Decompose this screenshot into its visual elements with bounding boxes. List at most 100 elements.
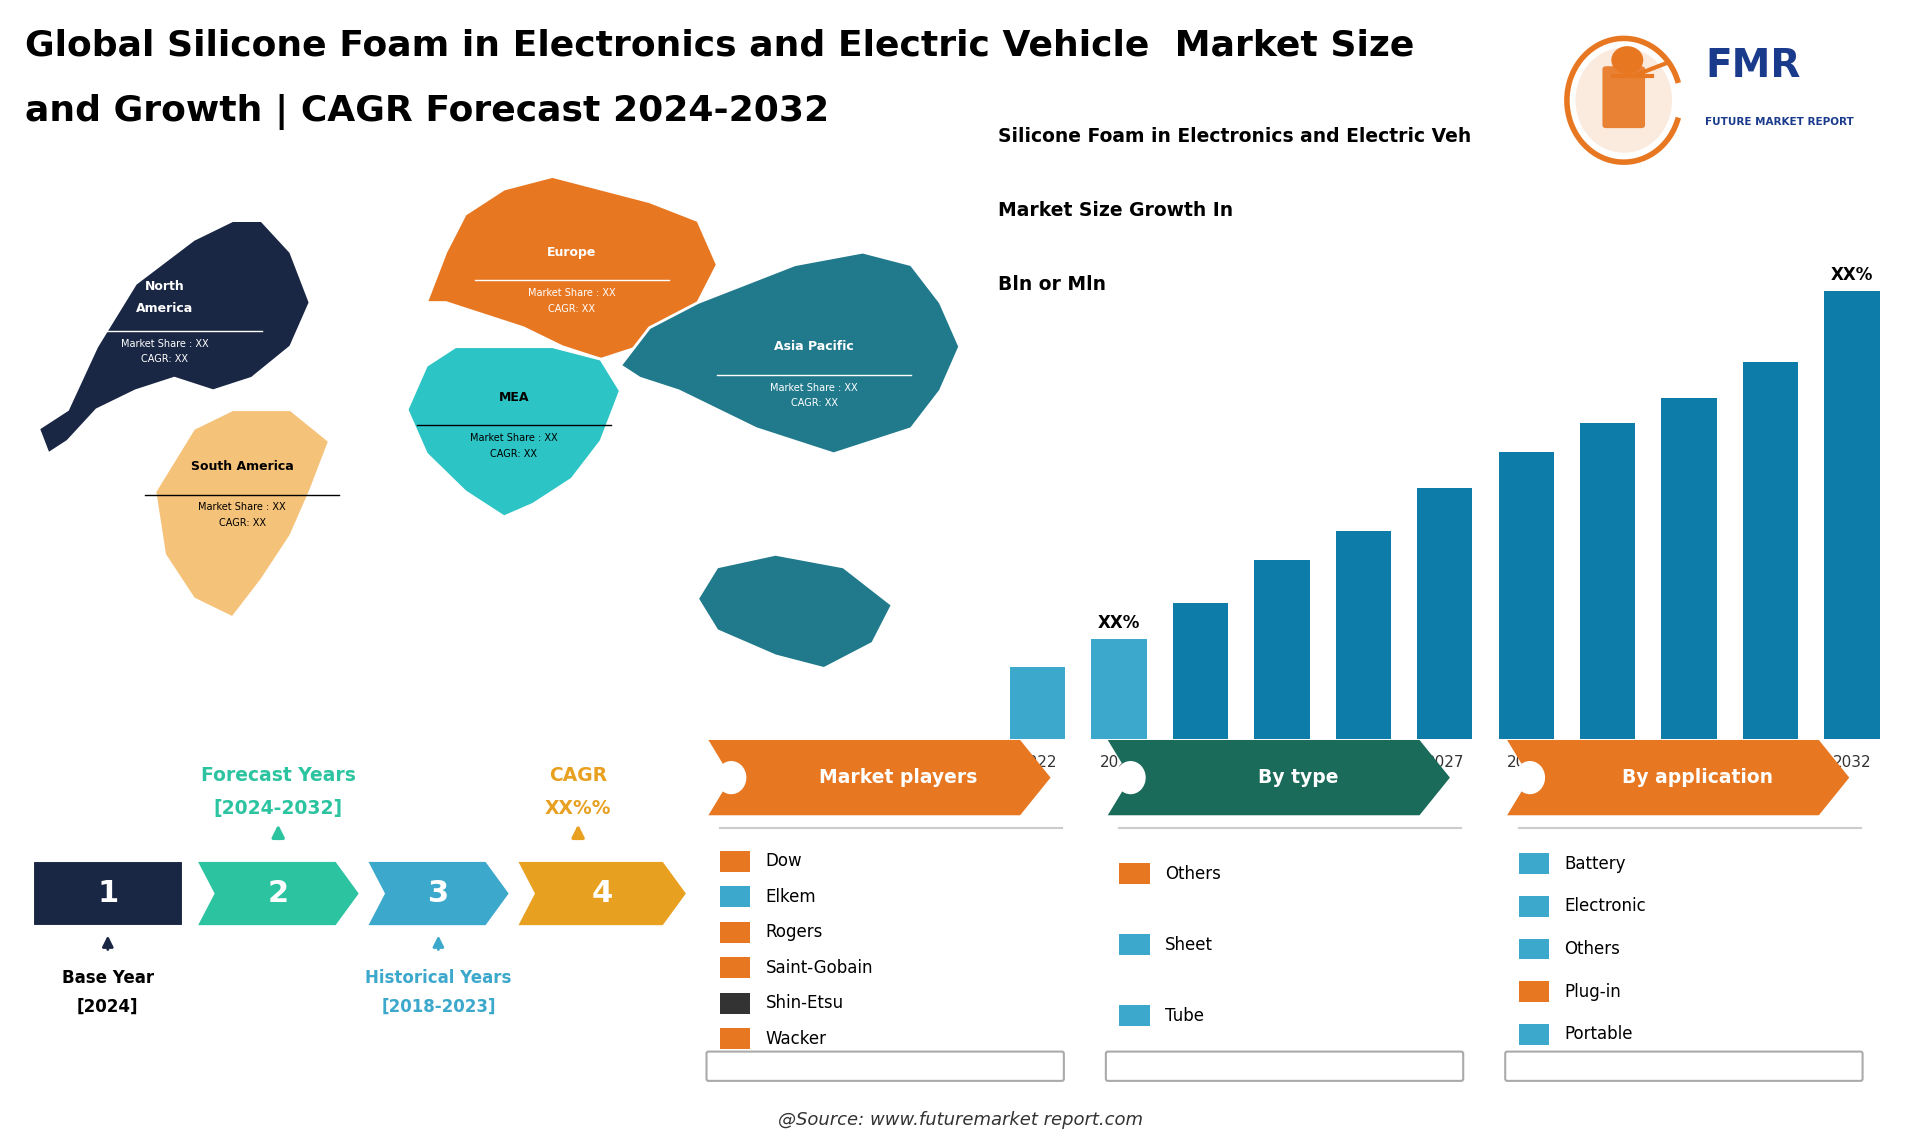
Text: Bln or Mln: Bln or Mln xyxy=(998,275,1106,295)
Text: CAGR: XX: CAGR: XX xyxy=(791,399,837,408)
Polygon shape xyxy=(708,740,1050,815)
Text: Battery: Battery xyxy=(1565,855,1626,872)
Text: Tube: Tube xyxy=(1165,1007,1204,1025)
Bar xyxy=(1824,291,1880,739)
Polygon shape xyxy=(1108,740,1450,815)
Text: 2027: 2027 xyxy=(1425,755,1465,770)
FancyBboxPatch shape xyxy=(1119,863,1150,884)
Text: 2025: 2025 xyxy=(1263,755,1302,770)
FancyBboxPatch shape xyxy=(720,921,751,943)
Polygon shape xyxy=(407,346,620,517)
Text: 1: 1 xyxy=(98,879,119,908)
Text: CAGR: XX: CAGR: XX xyxy=(142,354,188,364)
FancyBboxPatch shape xyxy=(1519,854,1549,874)
FancyBboxPatch shape xyxy=(1603,66,1645,128)
Bar xyxy=(1173,603,1229,739)
Text: Market Share : XX: Market Share : XX xyxy=(528,288,616,298)
Text: CAGR: CAGR xyxy=(549,767,607,785)
Text: [2024-2032]: [2024-2032] xyxy=(213,799,344,818)
Text: Dow: Dow xyxy=(766,853,803,870)
FancyBboxPatch shape xyxy=(720,850,751,872)
Bar xyxy=(1743,362,1799,739)
Bar xyxy=(1417,488,1473,739)
FancyBboxPatch shape xyxy=(720,957,751,979)
Text: Shin-Etsu: Shin-Etsu xyxy=(766,995,843,1012)
Text: @Source: www.futuremarket report.com: @Source: www.futuremarket report.com xyxy=(778,1110,1142,1129)
Bar xyxy=(1336,531,1392,739)
Text: 2022: 2022 xyxy=(1018,755,1056,770)
Bar xyxy=(1254,559,1309,739)
Text: Sheet: Sheet xyxy=(1165,936,1213,953)
Polygon shape xyxy=(516,861,687,926)
Text: Global Silicone Foam in Electronics and Electric Vehicle  Market Size: Global Silicone Foam in Electronics and … xyxy=(25,29,1415,63)
Text: XX%: XX% xyxy=(1098,614,1140,633)
FancyBboxPatch shape xyxy=(1519,1023,1549,1045)
Bar xyxy=(1091,638,1146,739)
Text: Saint-Gobain: Saint-Gobain xyxy=(766,959,874,976)
Text: Silicone Foam in Electronics and Electric Veh: Silicone Foam in Electronics and Electri… xyxy=(998,126,1471,146)
Text: Market Share : XX: Market Share : XX xyxy=(121,338,209,348)
Text: Market Share : XX: Market Share : XX xyxy=(770,383,858,393)
Text: Others: Others xyxy=(1565,940,1620,958)
Text: 2026: 2026 xyxy=(1344,755,1382,770)
Text: Elkem: Elkem xyxy=(766,888,816,905)
Text: Plug-in: Plug-in xyxy=(1565,982,1620,1000)
Polygon shape xyxy=(156,409,330,618)
Circle shape xyxy=(1515,762,1544,793)
Bar xyxy=(1498,453,1553,739)
Text: 2032: 2032 xyxy=(1832,755,1872,770)
Text: By type: By type xyxy=(1258,768,1338,787)
FancyBboxPatch shape xyxy=(1519,981,1549,1002)
Text: America: America xyxy=(136,303,194,315)
Text: FUTURE MARKET REPORT: FUTURE MARKET REPORT xyxy=(1705,117,1855,127)
Text: CAGR: XX: CAGR: XX xyxy=(549,304,595,314)
Text: FMR: FMR xyxy=(1705,47,1801,85)
FancyBboxPatch shape xyxy=(1519,896,1549,917)
Text: Wacker: Wacker xyxy=(766,1030,826,1047)
Circle shape xyxy=(1116,762,1144,793)
Text: [2024]: [2024] xyxy=(77,998,138,1017)
Text: Market Share : XX: Market Share : XX xyxy=(198,502,286,512)
Text: 3: 3 xyxy=(428,879,449,908)
Text: 2031: 2031 xyxy=(1751,755,1789,770)
Polygon shape xyxy=(426,176,718,359)
Text: By application: By application xyxy=(1622,768,1772,787)
Text: 2024: 2024 xyxy=(1181,755,1219,770)
FancyBboxPatch shape xyxy=(720,992,751,1014)
Polygon shape xyxy=(196,861,359,926)
Bar xyxy=(1661,399,1716,739)
Bar xyxy=(1010,667,1066,739)
Text: CAGR: XX: CAGR: XX xyxy=(219,518,265,528)
FancyBboxPatch shape xyxy=(720,1028,751,1050)
FancyBboxPatch shape xyxy=(1119,934,1150,955)
Polygon shape xyxy=(1507,740,1849,815)
Text: Electronic: Electronic xyxy=(1565,897,1645,916)
Text: South America: South America xyxy=(190,460,294,473)
Ellipse shape xyxy=(1576,48,1672,152)
Text: Market players: Market players xyxy=(820,768,977,787)
Text: and Growth | CAGR Forecast 2024-2032: and Growth | CAGR Forecast 2024-2032 xyxy=(25,94,829,129)
Polygon shape xyxy=(620,252,960,454)
Text: [2018-2023]: [2018-2023] xyxy=(382,998,495,1017)
Text: 2: 2 xyxy=(267,879,288,908)
FancyBboxPatch shape xyxy=(1519,939,1549,959)
Text: Asia Pacific: Asia Pacific xyxy=(774,340,854,353)
FancyBboxPatch shape xyxy=(1119,1005,1150,1027)
Bar xyxy=(1580,424,1636,739)
Text: XX%: XX% xyxy=(1832,266,1874,284)
Text: XX%%: XX%% xyxy=(545,799,611,818)
Circle shape xyxy=(716,762,745,793)
Text: 2023: 2023 xyxy=(1100,755,1139,770)
Text: Market Size Growth In: Market Size Growth In xyxy=(998,201,1233,220)
Text: Forecast Years: Forecast Years xyxy=(202,767,355,785)
Text: Portable: Portable xyxy=(1565,1026,1632,1043)
Text: MEA: MEA xyxy=(499,391,528,403)
Text: Historical Years: Historical Years xyxy=(365,968,511,987)
Text: North: North xyxy=(144,281,184,293)
Text: Europe: Europe xyxy=(547,245,597,259)
FancyBboxPatch shape xyxy=(720,886,751,908)
Text: CAGR: XX: CAGR: XX xyxy=(490,449,538,458)
Polygon shape xyxy=(367,861,511,926)
FancyBboxPatch shape xyxy=(33,861,182,926)
Polygon shape xyxy=(38,220,309,454)
